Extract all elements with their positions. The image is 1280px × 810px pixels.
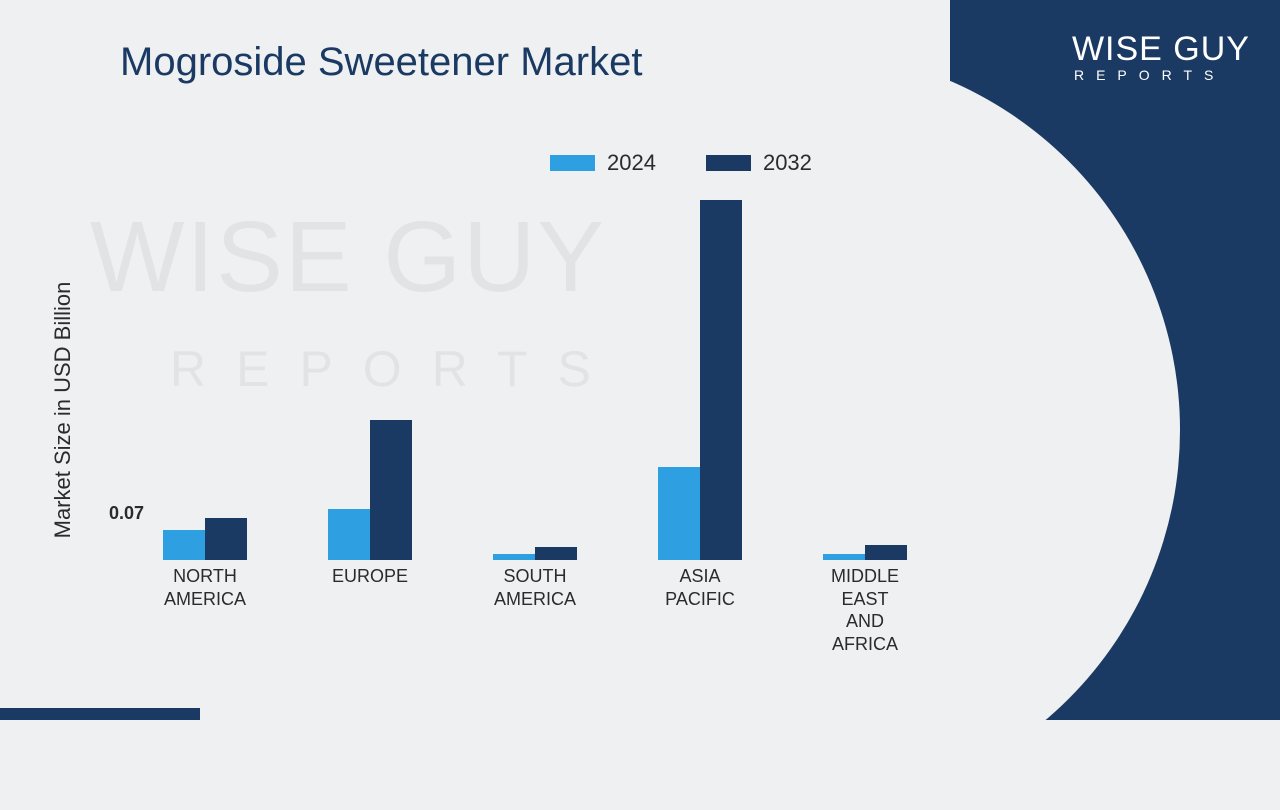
chart-title: Mogroside Sweetener Market	[120, 40, 642, 85]
logo-sub: REPORTS	[1074, 67, 1250, 83]
bar	[493, 554, 535, 560]
bottom-accent-bar	[0, 708, 200, 720]
bar-group	[640, 200, 760, 560]
bar	[865, 545, 907, 560]
legend-swatch-2024	[550, 155, 595, 171]
bar	[205, 518, 247, 560]
x-tick-label: NORTHAMERICA	[145, 565, 265, 610]
x-tick-label: SOUTHAMERICA	[475, 565, 595, 610]
plot-area: 0.07	[135, 200, 935, 560]
x-tick-label: MIDDLEEASTANDAFRICA	[805, 565, 925, 655]
bar-group	[475, 547, 595, 560]
value-label: 0.07	[109, 503, 144, 524]
logo: WISE GUY REPORTS	[1072, 30, 1250, 83]
legend: 2024 2032	[550, 150, 812, 176]
bar	[823, 554, 865, 560]
y-axis-label: Market Size in USD Billion	[50, 282, 76, 539]
bar	[328, 509, 370, 560]
legend-label-2032: 2032	[763, 150, 812, 176]
bar-group	[310, 420, 430, 560]
chart-area: Market Size in USD Billion 2024 2032 0.0…	[60, 150, 940, 670]
legend-item-2032: 2032	[706, 150, 812, 176]
x-tick-label: EUROPE	[310, 565, 430, 588]
bar-group	[805, 545, 925, 560]
logo-main: WISE GUY	[1072, 30, 1250, 69]
legend-item-2024: 2024	[550, 150, 656, 176]
bar	[163, 530, 205, 560]
bar-group: 0.07	[145, 518, 265, 560]
bar	[658, 467, 700, 560]
bar	[535, 547, 577, 560]
bar	[700, 200, 742, 560]
x-tick-label: ASIAPACIFIC	[640, 565, 760, 610]
legend-swatch-2032	[706, 155, 751, 171]
bar	[370, 420, 412, 560]
legend-label-2024: 2024	[607, 150, 656, 176]
